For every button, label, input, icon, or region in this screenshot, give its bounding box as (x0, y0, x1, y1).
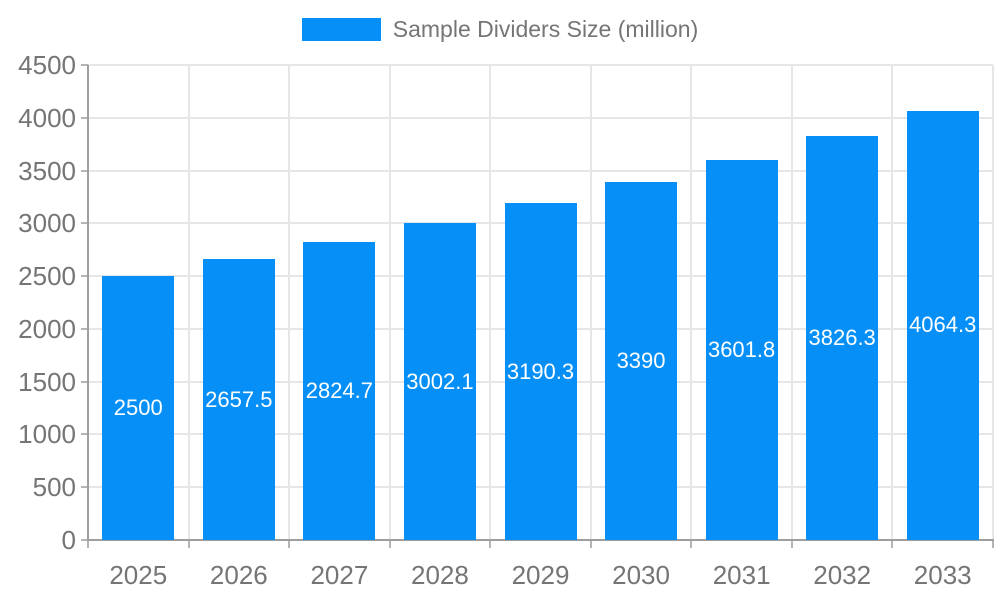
y-axis-tick-label: 3000 (18, 208, 76, 239)
bar-2027 (303, 241, 376, 540)
bar-2030 (605, 182, 678, 540)
y-axis-tick-label: 2500 (18, 261, 76, 292)
x-axis-tick-label: 2033 (913, 560, 972, 590)
x-axis-tick-label: 2032 (813, 560, 872, 590)
x-axis-tick (87, 541, 89, 548)
x-axis-tick (690, 541, 693, 548)
vertical-gridline (489, 65, 492, 540)
y-axis-tick (81, 222, 88, 225)
x-axis-tick (489, 541, 492, 548)
y-axis-tick-label: 3500 (18, 155, 76, 186)
y-axis-tick-label: 4000 (18, 102, 76, 133)
y-axis-tick-label: 1500 (18, 366, 76, 397)
x-axis-tick-label: 2025 (109, 560, 168, 590)
y-axis-tick-label: 4500 (18, 50, 76, 80)
bar-2033 (906, 110, 979, 540)
x-axis-line (87, 539, 994, 541)
bar-value-label: 3390 (616, 348, 666, 374)
bar-value-label: 2824.7 (305, 377, 374, 403)
y-axis-tick-label: 1000 (18, 419, 76, 450)
x-axis-tick-label: 2027 (310, 560, 369, 590)
vertical-gridline (388, 65, 391, 540)
bar-value-label: 2500 (113, 395, 163, 421)
y-axis-tick (81, 486, 88, 489)
vertical-gridline (891, 65, 894, 540)
horizontal-gridline (88, 116, 993, 119)
y-axis-tick (81, 64, 88, 66)
y-axis-tick (81, 327, 88, 330)
y-axis-tick (81, 275, 88, 278)
x-axis-tick (790, 541, 793, 548)
x-axis-tick-label: 2030 (612, 560, 670, 590)
vertical-gridline (690, 65, 693, 540)
x-axis-tick-label: 2026 (209, 560, 268, 590)
bar-value-label: 3190.3 (506, 358, 575, 384)
horizontal-gridline (88, 64, 993, 66)
x-axis-tick-label: 2031 (712, 560, 771, 590)
chart-legend-item[interactable]: Sample Dividers Size (million) (0, 16, 1000, 42)
bar-value-label: 4064.3 (909, 312, 977, 338)
vertical-gridline (589, 65, 592, 540)
vertical-gridline (992, 65, 994, 540)
y-axis-line (87, 65, 89, 541)
bar-2031 (705, 159, 778, 540)
y-axis-tick-label: 2000 (18, 313, 76, 344)
y-axis-tick (81, 539, 88, 541)
x-axis-tick-label: 2029 (511, 560, 570, 590)
bar-value-label: 3601.8 (707, 336, 776, 362)
horizontal-gridline (88, 169, 993, 172)
legend-label: Sample Dividers Size (million) (392, 16, 699, 42)
x-axis-tick (891, 541, 894, 548)
y-axis-tick (81, 116, 88, 119)
x-axis-tick (388, 541, 391, 548)
bar-2029 (504, 203, 577, 540)
bar-2025 (102, 276, 175, 540)
y-axis-tick (81, 169, 88, 172)
y-axis-tick (81, 433, 88, 436)
x-axis-tick-label: 2028 (411, 560, 469, 590)
bar-value-label: 3002.1 (406, 368, 474, 394)
bar-2032 (806, 136, 879, 540)
bar-2026 (202, 259, 275, 540)
bar-2028 (403, 223, 476, 540)
x-axis-tick (187, 541, 190, 548)
x-axis-tick (288, 541, 291, 548)
vertical-gridline (288, 65, 291, 540)
x-axis-tick (589, 541, 592, 548)
vertical-gridline (790, 65, 793, 540)
legend-swatch (301, 17, 381, 41)
vertical-gridline (187, 65, 190, 540)
x-axis-tick (992, 541, 994, 548)
bar-value-label: 2657.5 (205, 386, 273, 412)
y-axis-tick-label: 500 (32, 472, 76, 503)
bar-value-label: 3826.3 (808, 325, 876, 351)
y-axis-tick-label: 0 (61, 525, 76, 555)
y-axis-tick (81, 380, 88, 383)
